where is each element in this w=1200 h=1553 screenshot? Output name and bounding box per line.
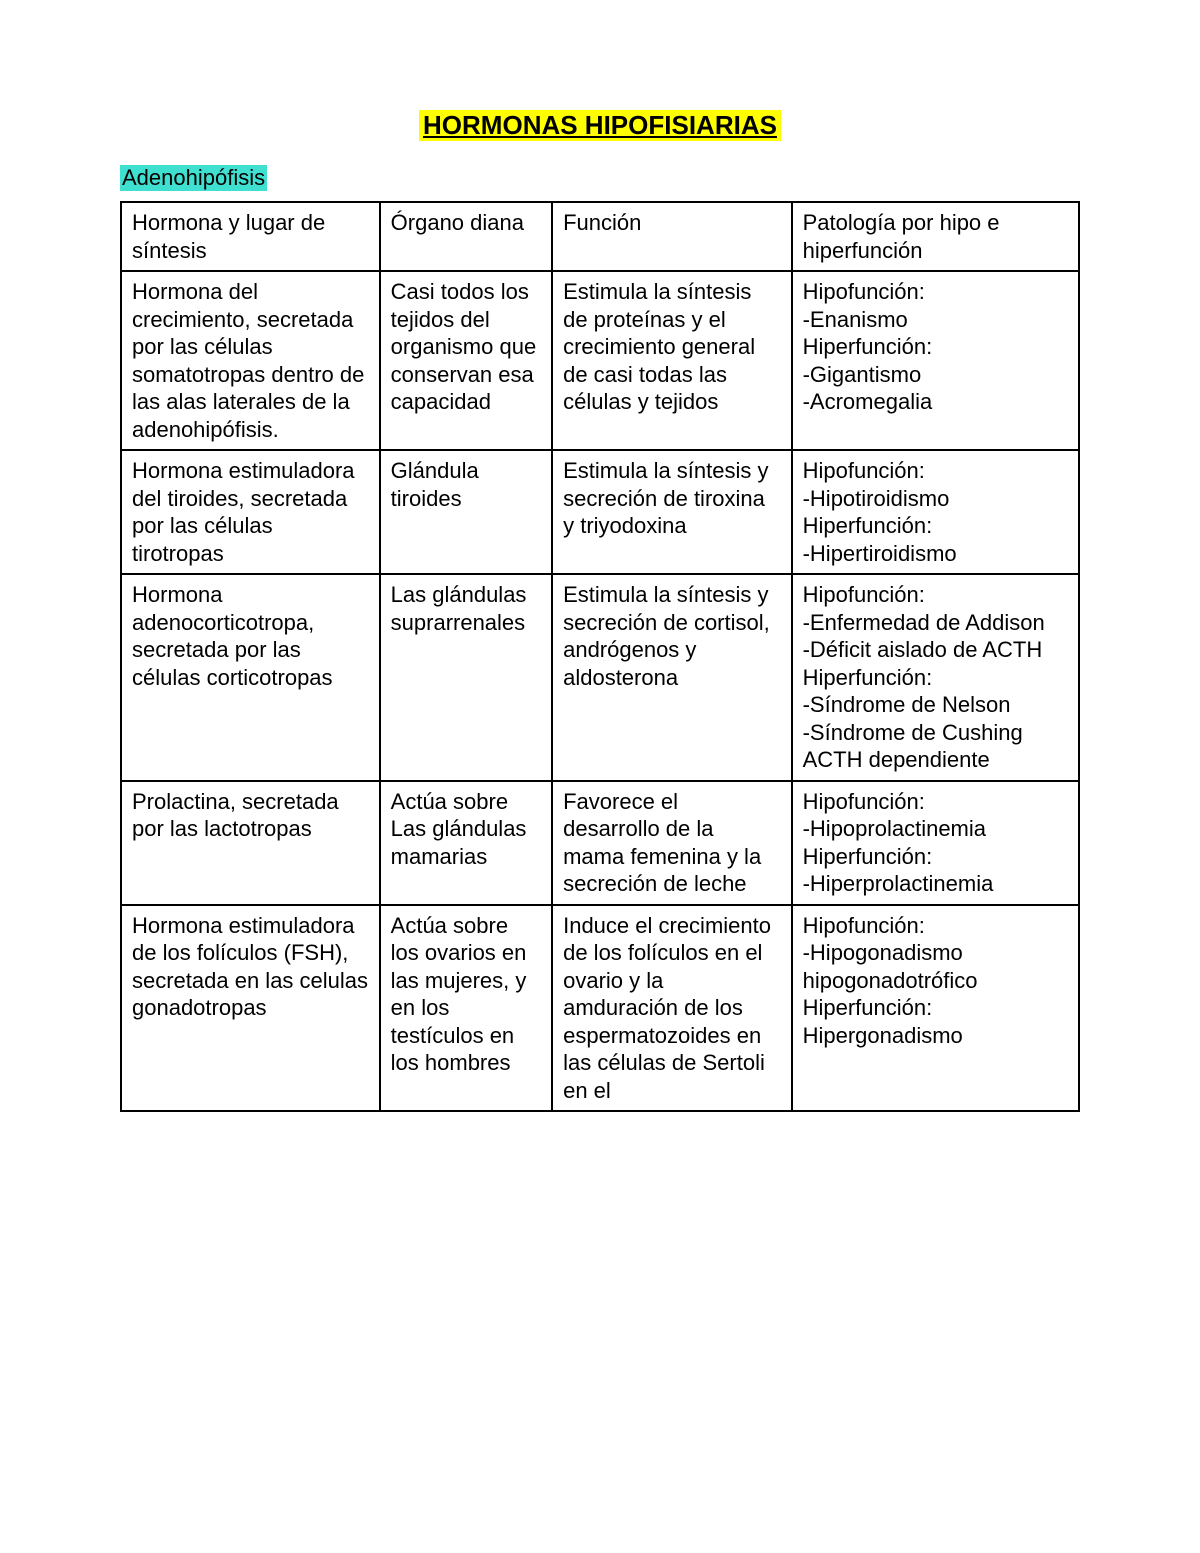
cell-target: Actúa sobre Las glándulas mamarias [380,781,552,905]
cell-pathology: Hipofunción: -Enfermedad de Addison -Déf… [792,574,1079,781]
cell-hormone: Prolactina, secretada por las lactotropa… [121,781,380,905]
table-row: Hormona adenocorticotropa, secretada por… [121,574,1079,781]
subtitle-container: Adenohipófisis [120,165,1080,201]
table-row: Hormona del crecimiento, secretada por l… [121,271,1079,450]
cell-function: Estimula la síntesis y secreción de tiro… [552,450,792,574]
cell-function: Estimula la síntesis de proteínas y el c… [552,271,792,450]
cell-target: Las glándulas suprarrenales [380,574,552,781]
cell-target: Glándula tiroides [380,450,552,574]
col-header-target: Órgano diana [380,202,552,271]
col-header-hormone: Hormona y lugar de síntesis [121,202,380,271]
cell-target: Actúa sobre los ovarios en las mujeres, … [380,905,552,1112]
table-header-row: Hormona y lugar de síntesis Órgano diana… [121,202,1079,271]
hormones-table: Hormona y lugar de síntesis Órgano diana… [120,201,1080,1112]
table-row: Hormona estimuladora del tiroides, secre… [121,450,1079,574]
table-row: Prolactina, secretada por las lactotropa… [121,781,1079,905]
page-title: HORMONAS HIPOFISIARIAS [419,110,781,141]
cell-pathology: Hipofunción: -Hipoprolactinemia Hiperfun… [792,781,1079,905]
cell-pathology: Hipofunción: -Enanismo Hiperfunción: -Gi… [792,271,1079,450]
cell-pathology: Hipofunción: -Hipotiroidismo Hiperfunció… [792,450,1079,574]
cell-function: Favorece el desarrollo de la mama femeni… [552,781,792,905]
cell-pathology: Hipofunción: -Hipogonadismo hipogonadotr… [792,905,1079,1112]
cell-target: Casi todos los tejidos del organismo que… [380,271,552,450]
title-container: HORMONAS HIPOFISIARIAS [120,110,1080,141]
document-page: HORMONAS HIPOFISIARIAS Adenohipófisis Ho… [0,0,1200,1553]
cell-hormone: Hormona del crecimiento, secretada por l… [121,271,380,450]
section-subtitle: Adenohipófisis [120,165,267,191]
cell-hormone: Hormona estimuladora de los folículos (F… [121,905,380,1112]
cell-hormone: Hormona adenocorticotropa, secretada por… [121,574,380,781]
cell-function: Induce el crecimiento de los folículos e… [552,905,792,1112]
cell-hormone: Hormona estimuladora del tiroides, secre… [121,450,380,574]
cell-function: Estimula la síntesis y secreción de cort… [552,574,792,781]
col-header-pathology: Patología por hipo e hiperfunción [792,202,1079,271]
col-header-function: Función [552,202,792,271]
table-row: Hormona estimuladora de los folículos (F… [121,905,1079,1112]
